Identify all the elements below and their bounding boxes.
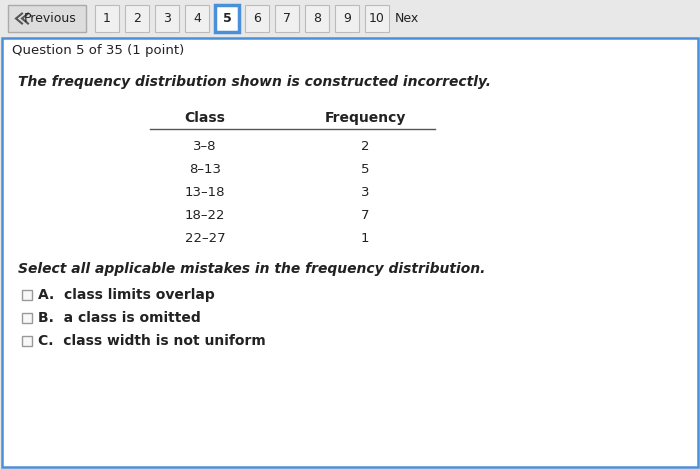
Text: 3–8: 3–8 xyxy=(193,139,217,152)
Text: 2: 2 xyxy=(360,139,370,152)
Text: 5: 5 xyxy=(223,12,232,25)
FancyBboxPatch shape xyxy=(22,336,32,346)
Text: 7: 7 xyxy=(283,12,291,25)
FancyBboxPatch shape xyxy=(215,5,239,32)
Text: 4: 4 xyxy=(193,12,201,25)
Text: 13–18: 13–18 xyxy=(185,186,225,198)
Text: Question 5 of 35 (1 point): Question 5 of 35 (1 point) xyxy=(12,44,184,56)
Text: The frequency distribution shown is constructed incorrectly.: The frequency distribution shown is cons… xyxy=(18,75,491,89)
Text: B.  a class is omitted: B. a class is omitted xyxy=(38,311,201,325)
Text: Class: Class xyxy=(185,111,225,125)
FancyBboxPatch shape xyxy=(365,5,389,32)
Text: 1: 1 xyxy=(360,232,370,244)
Text: 9: 9 xyxy=(343,12,351,25)
Text: Nex: Nex xyxy=(395,12,419,25)
FancyBboxPatch shape xyxy=(275,5,299,32)
Text: 7: 7 xyxy=(360,209,370,221)
FancyBboxPatch shape xyxy=(335,5,359,32)
FancyBboxPatch shape xyxy=(125,5,149,32)
Text: 2: 2 xyxy=(133,12,141,25)
Text: Select all applicable mistakes in the frequency distribution.: Select all applicable mistakes in the fr… xyxy=(18,262,485,276)
FancyBboxPatch shape xyxy=(155,5,179,32)
Text: 22–27: 22–27 xyxy=(185,232,225,244)
Text: 1: 1 xyxy=(103,12,111,25)
Text: 5: 5 xyxy=(360,162,370,175)
Text: 18–22: 18–22 xyxy=(185,209,225,221)
FancyBboxPatch shape xyxy=(245,5,269,32)
FancyBboxPatch shape xyxy=(305,5,329,32)
Text: 3: 3 xyxy=(163,12,171,25)
Text: 8–13: 8–13 xyxy=(189,162,221,175)
FancyBboxPatch shape xyxy=(0,0,700,36)
Text: Frequency: Frequency xyxy=(324,111,406,125)
Text: 8: 8 xyxy=(313,12,321,25)
FancyBboxPatch shape xyxy=(185,5,209,32)
FancyBboxPatch shape xyxy=(95,5,119,32)
Text: 3: 3 xyxy=(360,186,370,198)
Text: Previous: Previous xyxy=(24,12,76,25)
FancyBboxPatch shape xyxy=(22,313,32,323)
Text: 6: 6 xyxy=(253,12,261,25)
Text: C.  class width is not uniform: C. class width is not uniform xyxy=(38,334,266,348)
FancyBboxPatch shape xyxy=(8,5,86,32)
Text: A.  class limits overlap: A. class limits overlap xyxy=(38,288,215,302)
Text: 10: 10 xyxy=(369,12,385,25)
FancyBboxPatch shape xyxy=(2,38,698,467)
FancyBboxPatch shape xyxy=(22,290,32,300)
